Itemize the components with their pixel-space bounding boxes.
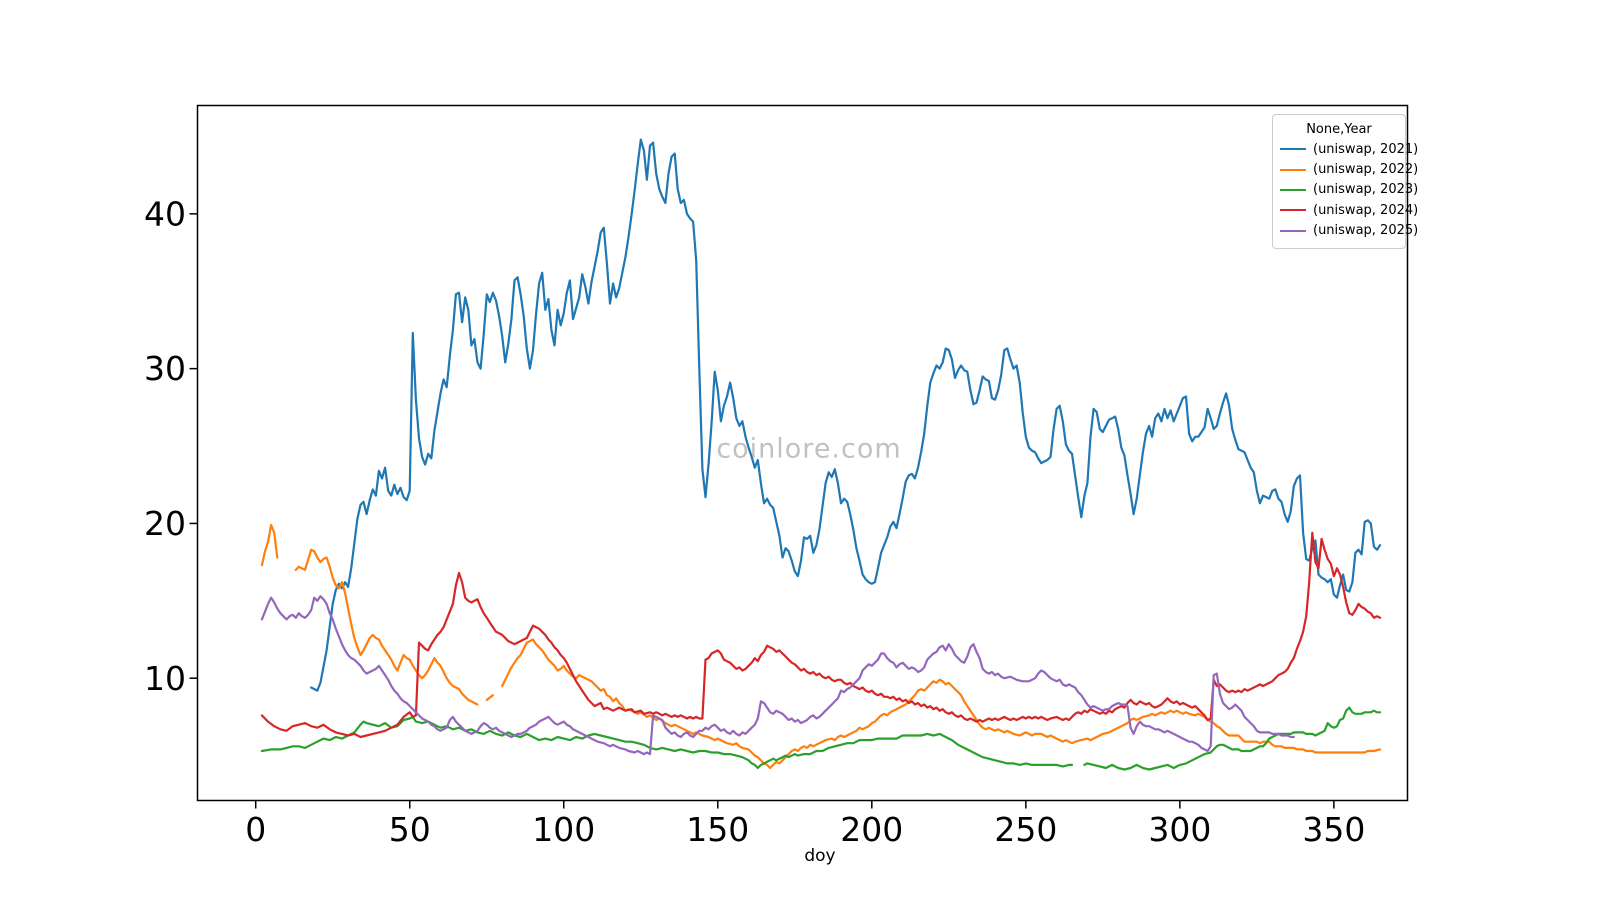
series-line--uniswap--2022- <box>485 694 494 702</box>
legend-entry-2021: (uniswap, 2021) <box>1280 139 1418 159</box>
legend-swatch-2024 <box>1280 209 1306 212</box>
x-tick-label-0: 0 <box>245 810 266 849</box>
series-line--uniswap--2023- <box>1083 706 1382 771</box>
legend-entry-2022: (uniswap, 2022) <box>1280 159 1418 179</box>
series-line--uniswap--2024- <box>260 531 1382 739</box>
y-tick-label-10: 10 <box>144 659 186 698</box>
x-tick-label-150: 150 <box>686 810 749 849</box>
legend-label-2025: (uniswap, 2025) <box>1313 223 1419 239</box>
x-tick-label-300: 300 <box>1148 810 1211 849</box>
legend-label-2021: (uniswap, 2021) <box>1313 141 1419 157</box>
legend-entry-2023: (uniswap, 2023) <box>1280 180 1418 200</box>
legend-entry-2024: (uniswap, 2024) <box>1280 200 1418 220</box>
y-tick-label-30: 30 <box>144 349 186 388</box>
series-line--uniswap--2022- <box>501 638 1382 770</box>
x-tick-label-250: 250 <box>994 810 1057 849</box>
legend-label-2022: (uniswap, 2022) <box>1313 162 1419 178</box>
x-tick-label-50: 50 <box>389 810 431 849</box>
legend-swatch-2025 <box>1280 229 1306 232</box>
x-tick-label-100: 100 <box>532 810 595 849</box>
legend-label-2024: (uniswap, 2024) <box>1313 202 1419 218</box>
series-line--uniswap--2021- <box>310 138 1382 692</box>
x-axis-label: doy <box>804 846 836 866</box>
legend-entry-2025: (uniswap, 2025) <box>1280 221 1418 241</box>
legend-title: None,Year <box>1306 122 1372 137</box>
series-line--uniswap--2022- <box>260 523 279 567</box>
y-tick-label-20: 20 <box>144 504 186 543</box>
series-line--uniswap--2023- <box>260 715 1074 770</box>
series-line--uniswap--2025- <box>260 595 1295 756</box>
watermark: coinlore.com <box>716 433 902 465</box>
axes-frame <box>196 104 1409 802</box>
legend: None,Year (uniswap, 2021) (uniswap, 2022)… <box>1272 114 1418 249</box>
legend-swatch-2021 <box>1280 148 1306 151</box>
legend-swatch-2022 <box>1280 168 1306 171</box>
y-tick-label-40: 40 <box>144 194 186 233</box>
x-tick-label-350: 350 <box>1302 810 1365 849</box>
series-line--uniswap--2022- <box>294 548 479 706</box>
x-tick-label-200: 200 <box>840 810 903 849</box>
legend-label-2023: (uniswap, 2023) <box>1313 182 1419 198</box>
legend-swatch-2023 <box>1280 188 1306 191</box>
